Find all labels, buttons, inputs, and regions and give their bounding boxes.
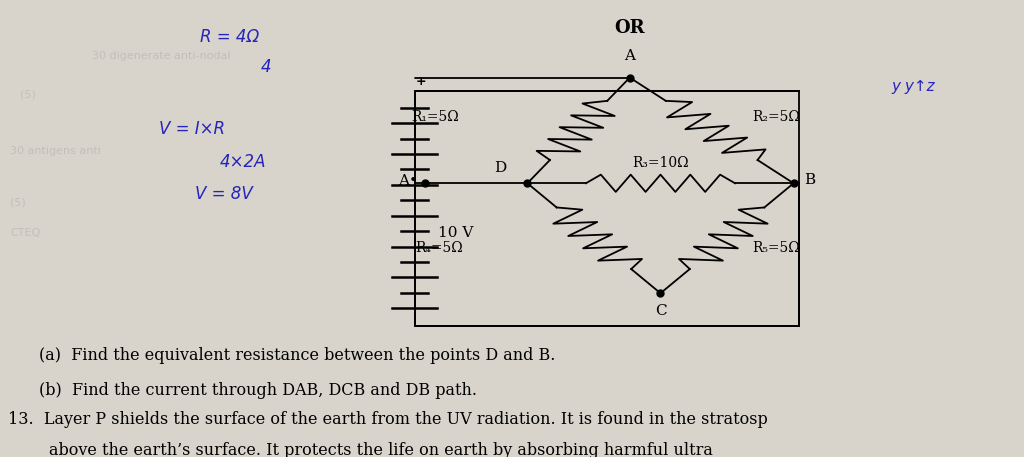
Bar — [415, 90, 799, 325]
Text: R₄=5Ω: R₄=5Ω — [415, 241, 463, 255]
Text: y y↑z: y y↑z — [891, 79, 935, 94]
Text: V = 8V: V = 8V — [195, 185, 252, 203]
Text: (5): (5) — [10, 198, 26, 207]
Text: above the earth’s surface. It protects the life on earth by absorbing harmful ul: above the earth’s surface. It protects t… — [8, 442, 713, 457]
Text: R₃=10Ω: R₃=10Ω — [632, 156, 689, 170]
Text: 30 digenerate anti-nodal: 30 digenerate anti-nodal — [92, 51, 230, 61]
Text: V = I×R: V = I×R — [159, 120, 224, 138]
Text: A: A — [625, 48, 635, 63]
Text: 30 antigens anti: 30 antigens anti — [10, 146, 101, 156]
Text: A•: A• — [398, 174, 418, 188]
Text: R₁=5Ω: R₁=5Ω — [411, 110, 459, 124]
Text: +: + — [416, 75, 426, 88]
Text: C: C — [654, 304, 667, 318]
Text: CTEQ: CTEQ — [10, 228, 41, 238]
Text: R₅=5Ω: R₅=5Ω — [753, 241, 801, 255]
Text: D: D — [495, 161, 507, 175]
Text: 4: 4 — [261, 58, 271, 76]
Text: (a)  Find the equivalent resistance between the points D and B.: (a) Find the equivalent resistance betwe… — [39, 347, 555, 364]
Text: R = 4Ω: R = 4Ω — [200, 28, 259, 46]
Text: (b)  Find the current through DAB, DCB and DB path.: (b) Find the current through DAB, DCB an… — [39, 382, 477, 399]
Text: 13.  Layer P shields the surface of the earth from the UV radiation. It is found: 13. Layer P shields the surface of the e… — [8, 410, 768, 427]
Text: R₂=5Ω: R₂=5Ω — [753, 110, 801, 124]
Text: 10 V: 10 V — [438, 226, 474, 240]
Text: (5): (5) — [20, 90, 36, 100]
Text: B: B — [804, 173, 815, 187]
Text: OR: OR — [614, 19, 645, 37]
Text: 4×2A: 4×2A — [220, 153, 266, 171]
